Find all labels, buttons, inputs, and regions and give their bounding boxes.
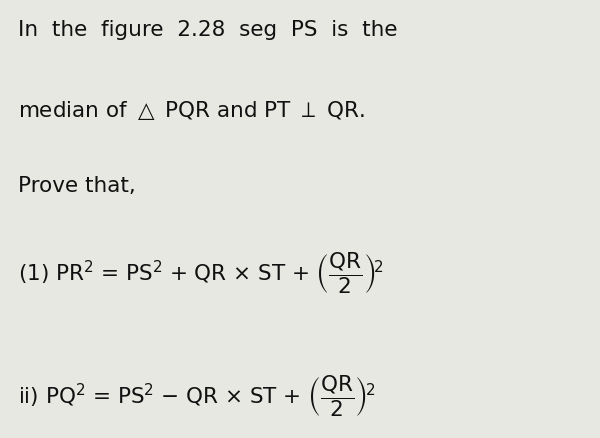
Text: In  the  figure  2.28  seg  PS  is  the: In the figure 2.28 seg PS is the (18, 20, 398, 40)
Text: ii) PQ$^{2}$ = PS$^{2}$ $-$ QR $\times$ ST + $\left(\dfrac{\mathrm{QR}}{2}\right: ii) PQ$^{2}$ = PS$^{2}$ $-$ QR $\times$ … (18, 372, 376, 418)
Text: (1) PR$^{2}$ = PS$^{2}$ + QR $\times$ ST + $\left(\dfrac{\mathrm{QR}}{2}\right)^: (1) PR$^{2}$ = PS$^{2}$ + QR $\times$ ST… (18, 250, 384, 295)
Text: Prove that,: Prove that, (18, 175, 136, 195)
Text: median of $\triangle$ PQR and PT $\perp$ QR.: median of $\triangle$ PQR and PT $\perp$… (18, 99, 365, 121)
